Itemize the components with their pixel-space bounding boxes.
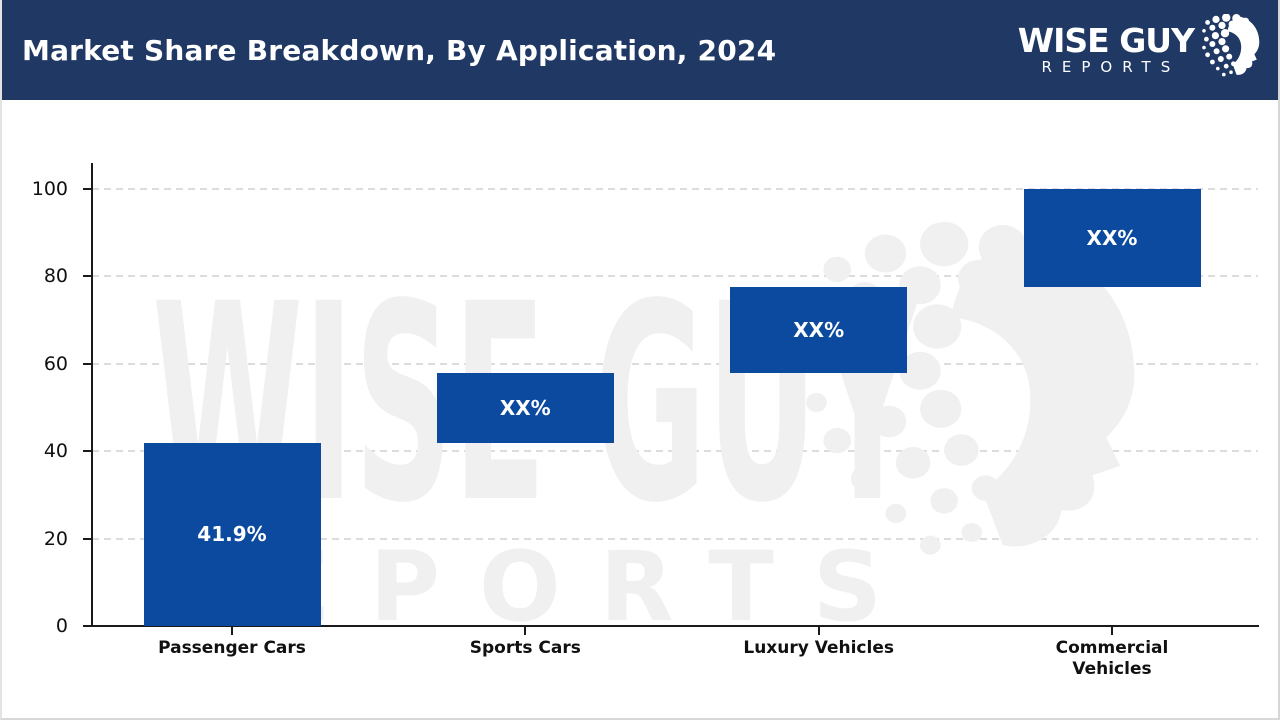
x-axis-label-luxury-vehicles: Luxury Vehicles bbox=[743, 638, 894, 658]
y-axis-line bbox=[91, 163, 93, 627]
x-axis-label-sports-cars: Sports Cars bbox=[469, 638, 581, 658]
page-title: Market Share Breakdown, By Application, … bbox=[22, 33, 777, 67]
logo-wordmark: WISE GUY bbox=[1017, 21, 1195, 61]
bar-commercial-vehicles: XX% bbox=[1023, 188, 1201, 287]
gridline-20 bbox=[92, 537, 1258, 540]
wiseguy-logo: WISE GUY REPORTS bbox=[1018, 14, 1264, 86]
y-tick-mark-60 bbox=[83, 362, 92, 365]
bar-passenger-cars: 41.9% bbox=[143, 442, 321, 626]
x-axis-line bbox=[91, 625, 1259, 627]
y-tick-mark-80 bbox=[83, 275, 92, 277]
header: Market Share Breakdown, By Application, … bbox=[2, 0, 1278, 100]
gridline-60 bbox=[92, 362, 1258, 365]
y-tick-mark-100 bbox=[83, 187, 92, 190]
bar-value-label: 41.9% bbox=[197, 522, 267, 547]
logo-subtext: REPORTS bbox=[1041, 58, 1181, 77]
y-tick-mark-20 bbox=[83, 537, 92, 540]
x-tick-mark-luxury-vehicles bbox=[817, 627, 820, 635]
y-tick-mark-0 bbox=[83, 625, 92, 627]
x-axis-label-passenger-cars: Passenger Cars bbox=[158, 638, 306, 658]
chart-area: WISE GUY REPORTS 02040608010041.9%XX%XX%… bbox=[2, 100, 1278, 713]
y-tick-label-60: 60 bbox=[43, 352, 68, 375]
x-axis-label-commercial-vehicles: Commercial Vehicles bbox=[1055, 638, 1169, 679]
gridline-100 bbox=[92, 187, 1258, 190]
wiseguy-face-icon bbox=[1202, 14, 1260, 77]
gridline-40 bbox=[92, 450, 1258, 452]
bar-luxury-vehicles: XX% bbox=[730, 286, 908, 374]
y-tick-label-100: 100 bbox=[31, 177, 68, 200]
gridline-80 bbox=[92, 275, 1258, 277]
bar-value-label: XX% bbox=[499, 395, 551, 420]
y-tick-label-0: 0 bbox=[55, 615, 68, 637]
x-tick-mark-sports-cars bbox=[524, 627, 527, 635]
bar-value-label: XX% bbox=[1086, 225, 1138, 250]
x-tick-mark-passenger-cars bbox=[231, 627, 233, 635]
x-tick-mark-commercial-vehicles bbox=[1111, 627, 1113, 635]
logo-text: WISE GUY REPORTS bbox=[1017, 21, 1195, 77]
bar-value-label: XX% bbox=[793, 317, 845, 342]
y-tick-mark-40 bbox=[83, 450, 92, 452]
y-tick-label-80: 80 bbox=[43, 265, 68, 287]
bar-sports-cars: XX% bbox=[436, 373, 614, 443]
y-tick-label-40: 40 bbox=[43, 440, 68, 462]
y-tick-label-20: 20 bbox=[43, 527, 68, 550]
